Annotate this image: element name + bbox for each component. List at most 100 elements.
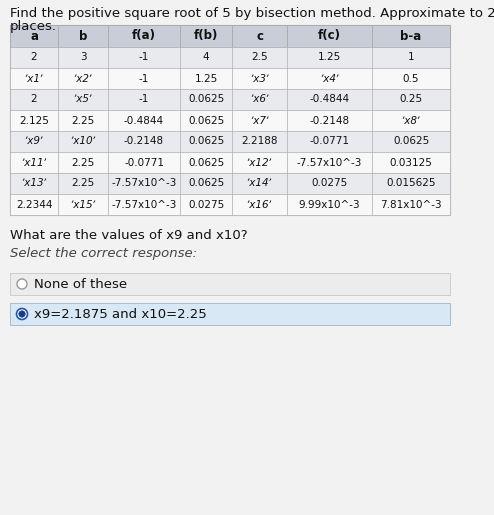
Text: ʼx5ʼ: ʼx5ʼ — [74, 94, 93, 105]
Text: 2.25: 2.25 — [71, 158, 95, 167]
Text: 1.25: 1.25 — [194, 74, 218, 83]
Text: a: a — [30, 29, 38, 43]
Bar — [180, 89, 232, 110]
Bar — [232, 25, 287, 47]
Text: -1: -1 — [139, 94, 149, 105]
Bar — [287, 47, 372, 68]
Bar — [108, 68, 180, 89]
Text: -0.2148: -0.2148 — [309, 115, 350, 126]
Text: 0.0275: 0.0275 — [188, 199, 224, 210]
Text: 2.2188: 2.2188 — [241, 136, 278, 146]
Text: -1: -1 — [139, 74, 149, 83]
Text: -0.0771: -0.0771 — [124, 158, 164, 167]
Bar — [108, 194, 180, 215]
Text: 0.0625: 0.0625 — [188, 179, 224, 188]
Bar — [108, 47, 180, 68]
Bar — [180, 25, 232, 47]
Text: 7.81x10^-3: 7.81x10^-3 — [380, 199, 442, 210]
Text: 2.25: 2.25 — [71, 179, 95, 188]
Bar — [58, 173, 108, 194]
Text: ʼx13ʼ: ʼx13ʼ — [21, 179, 47, 188]
Bar — [108, 110, 180, 131]
Bar — [108, 131, 180, 152]
Text: ʼx16ʼ: ʼx16ʼ — [247, 199, 272, 210]
Bar — [58, 110, 108, 131]
Text: ʼx9ʼ: ʼx9ʼ — [24, 136, 43, 146]
Text: 0.03125: 0.03125 — [390, 158, 432, 167]
Bar — [287, 110, 372, 131]
Text: -0.4844: -0.4844 — [309, 94, 350, 105]
Circle shape — [17, 279, 27, 289]
Bar — [180, 152, 232, 173]
Text: ʼx1ʼ: ʼx1ʼ — [24, 74, 43, 83]
Bar — [372, 152, 450, 173]
Text: -0.0771: -0.0771 — [310, 136, 349, 146]
Bar — [58, 68, 108, 89]
Bar — [180, 110, 232, 131]
Text: 0.0625: 0.0625 — [393, 136, 429, 146]
Bar — [372, 89, 450, 110]
Bar — [10, 173, 58, 194]
Text: c: c — [256, 29, 263, 43]
Text: b: b — [79, 29, 87, 43]
Bar — [10, 89, 58, 110]
Bar — [10, 25, 58, 47]
Bar — [58, 131, 108, 152]
Text: f(a): f(a) — [132, 29, 156, 43]
Bar — [10, 68, 58, 89]
Text: 0.0625: 0.0625 — [188, 94, 224, 105]
Text: What are the values of x9 and x10?: What are the values of x9 and x10? — [10, 229, 247, 242]
Text: 0.5: 0.5 — [403, 74, 419, 83]
Bar — [180, 131, 232, 152]
Text: ʼx10ʼ: ʼx10ʼ — [70, 136, 96, 146]
Bar — [58, 194, 108, 215]
Text: -0.4844: -0.4844 — [124, 115, 164, 126]
Text: -7.57x10^-3: -7.57x10^-3 — [297, 158, 362, 167]
Bar — [372, 25, 450, 47]
Text: ʼx4ʼ: ʼx4ʼ — [320, 74, 339, 83]
Text: b-a: b-a — [400, 29, 421, 43]
Bar — [180, 194, 232, 215]
Text: 2: 2 — [31, 53, 38, 62]
Bar — [10, 131, 58, 152]
Bar — [232, 173, 287, 194]
Bar — [232, 110, 287, 131]
Text: f(c): f(c) — [318, 29, 341, 43]
Bar — [287, 131, 372, 152]
Text: ʼx11ʼ: ʼx11ʼ — [21, 158, 47, 167]
Bar — [58, 89, 108, 110]
Text: ʼx12ʼ: ʼx12ʼ — [247, 158, 272, 167]
Text: 2.125: 2.125 — [19, 115, 49, 126]
Bar — [287, 152, 372, 173]
Text: ʼx2ʼ: ʼx2ʼ — [74, 74, 93, 83]
Bar — [287, 173, 372, 194]
Text: 0.0625: 0.0625 — [188, 115, 224, 126]
Bar — [10, 47, 58, 68]
Bar — [10, 273, 450, 295]
Bar — [10, 303, 450, 325]
Bar — [58, 25, 108, 47]
Bar — [180, 173, 232, 194]
Text: 2.25: 2.25 — [71, 115, 95, 126]
Bar — [232, 194, 287, 215]
Text: 1.25: 1.25 — [318, 53, 341, 62]
Bar — [10, 194, 58, 215]
Text: 0.0625: 0.0625 — [188, 158, 224, 167]
Text: Select the correct response:: Select the correct response: — [10, 247, 197, 260]
Text: ʼx14ʼ: ʼx14ʼ — [247, 179, 272, 188]
Text: -1: -1 — [139, 53, 149, 62]
Bar — [108, 152, 180, 173]
Text: None of these: None of these — [34, 278, 127, 290]
Text: 3: 3 — [80, 53, 86, 62]
Bar — [58, 47, 108, 68]
Bar — [108, 173, 180, 194]
Bar — [58, 152, 108, 173]
Bar — [372, 173, 450, 194]
Bar — [10, 110, 58, 131]
Bar — [372, 194, 450, 215]
Bar — [287, 89, 372, 110]
Bar — [287, 68, 372, 89]
Bar — [287, 194, 372, 215]
Text: 1: 1 — [408, 53, 414, 62]
Text: x9=2.1875 and x10=2.25: x9=2.1875 and x10=2.25 — [34, 307, 207, 320]
